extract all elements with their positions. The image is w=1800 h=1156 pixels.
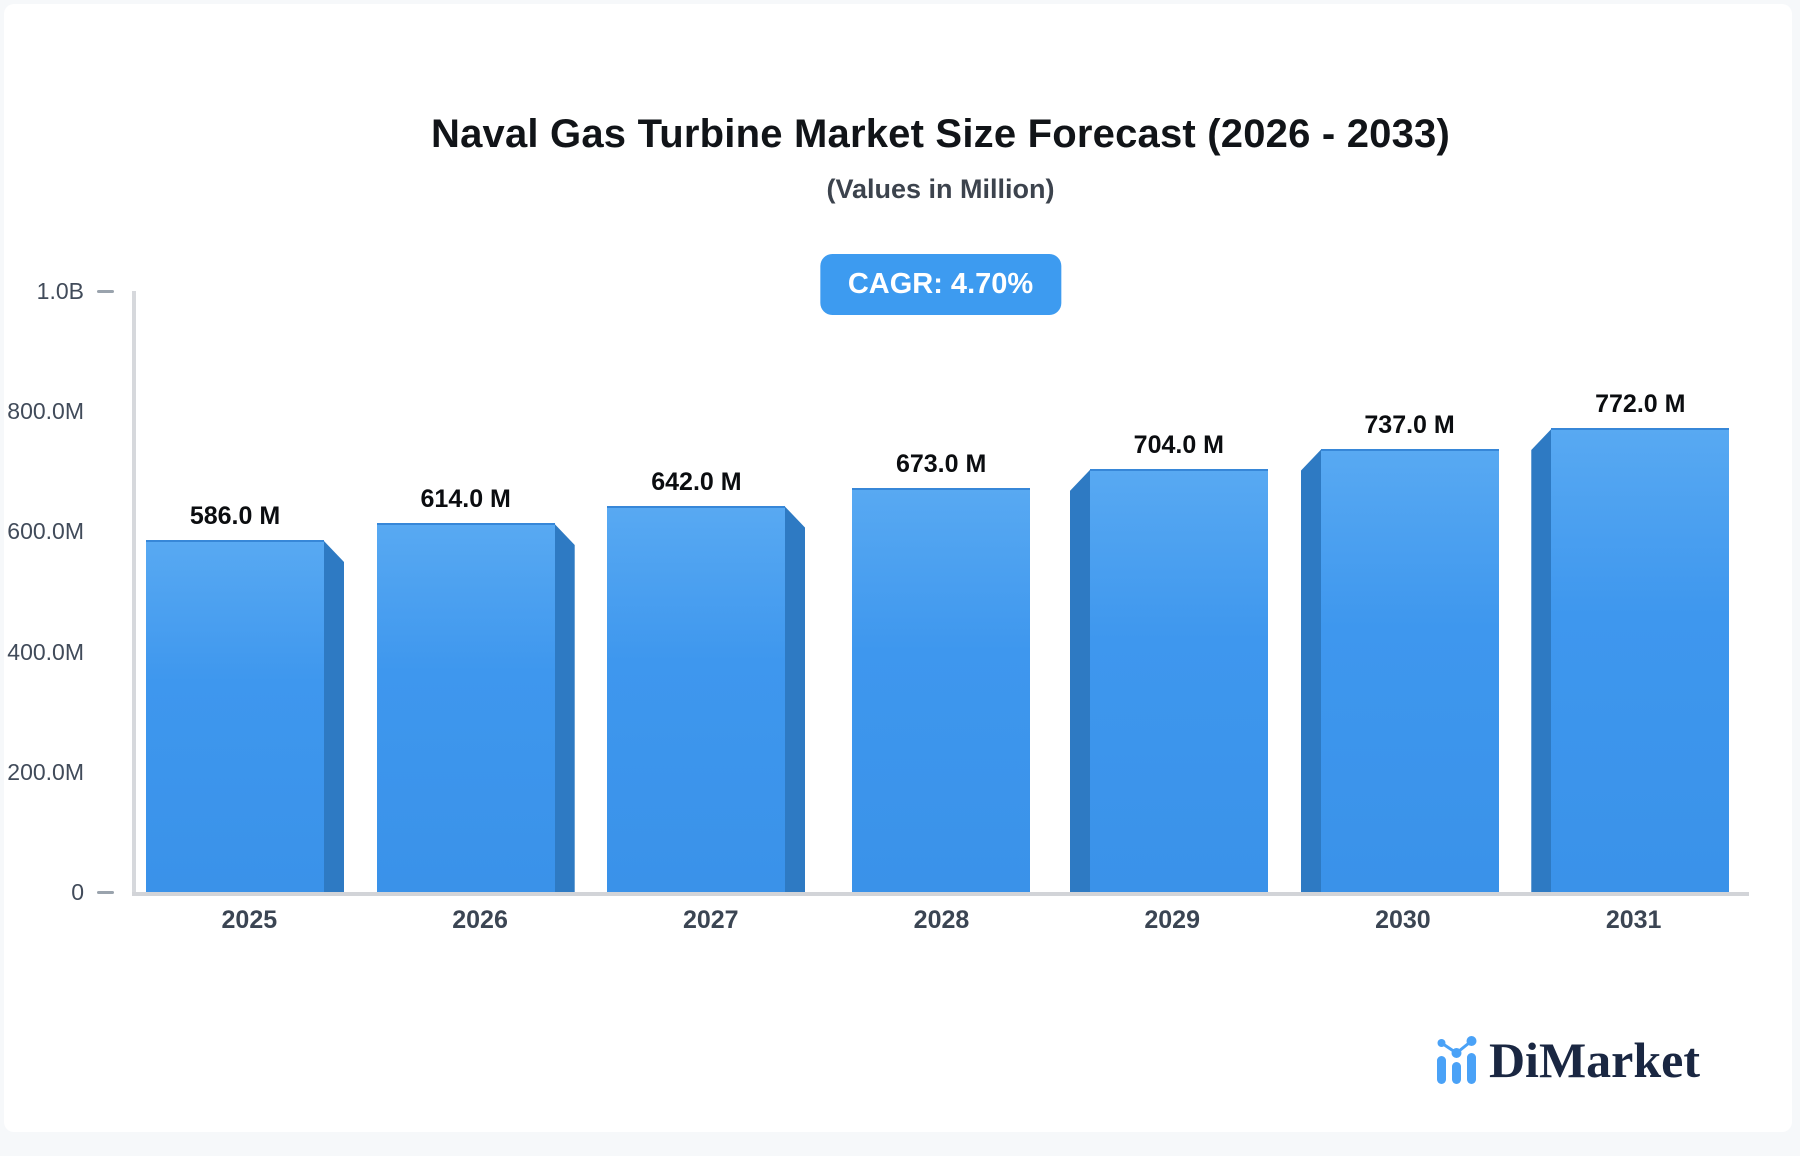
bar-2025[interactable] (146, 540, 324, 892)
y-tick-label: 1.0B (36, 278, 84, 304)
bar-value-label: 737.0 M (1364, 411, 1455, 439)
y-tick-row: 400.0M (7, 637, 114, 667)
bar-slot-2030: 737.0 M 2030 (1288, 291, 1519, 934)
bar-value-label: 614.0 M (420, 485, 511, 513)
bar-2027[interactable] (607, 506, 786, 892)
x-axis-label-2030: 2030 (1375, 906, 1431, 934)
x-axis-label-2029: 2029 (1144, 906, 1200, 934)
bar-2030[interactable] (1320, 449, 1499, 892)
y-tick-label: 0 (71, 879, 84, 905)
y-tick-row: 800.0M (7, 396, 114, 426)
x-axis-baseline (132, 892, 1749, 896)
bar-3d-side (1300, 449, 1322, 892)
bar-value-label: 673.0 M (895, 450, 987, 478)
x-axis-label-2025: 2025 (221, 906, 278, 934)
bar-slot-2027: 642.0 M 2027 (595, 291, 826, 934)
chart-subtitle: (Values in Million) (826, 174, 1055, 204)
bar-value-label: 586.0 M (189, 502, 281, 530)
chart-title: Naval Gas Turbine Market Size Forecast (… (431, 112, 1450, 156)
bar-3d-side (1531, 428, 1553, 892)
y-tick-label: 800.0M (7, 398, 84, 425)
y-tick-label: 200.0M (7, 758, 84, 785)
chart-card: Naval Gas Turbine Market Size Forecast (… (4, 4, 1792, 1132)
bar-slot-2031: 772.0 M 2031 (1518, 291, 1749, 934)
bar-slot-2029: 704.0 M 2029 (1057, 291, 1288, 934)
bar-3d-side (323, 540, 344, 892)
x-axis-label-2031: 2031 (1605, 906, 1662, 934)
bar-slot-2028: 673.0 M 2028 (826, 291, 1057, 934)
y-tick-row: 0 (71, 877, 114, 907)
cagr-badge: CAGR: 4.70% (819, 254, 1062, 315)
x-axis-label-2028: 2028 (913, 906, 970, 934)
y-tick-row: 600.0M (7, 516, 114, 546)
x-axis-label-2027: 2027 (682, 906, 739, 934)
bar-slot-2026: 614.0 M 2026 (365, 291, 596, 934)
bar-2031[interactable] (1551, 428, 1730, 892)
bar-value-label: 772.0 M (1595, 390, 1686, 418)
bar-value-label: 704.0 M (1133, 431, 1225, 459)
bar-plot-area: 586.0 M 2025 614.0 M 2026 642.0 M 2027 673.0 M… (134, 291, 1749, 934)
y-axis-line (132, 291, 136, 894)
bar-chart-logo-icon (1436, 1036, 1477, 1084)
bar-value-label: 642.0 M (651, 468, 742, 496)
dimarket-logo: DiMarket (1435, 1032, 1700, 1088)
y-tick-row: 200.0M (7, 757, 114, 787)
bar-2028[interactable] (852, 488, 1031, 892)
bar-2029[interactable] (1089, 469, 1268, 892)
bar-3d-side (784, 506, 806, 892)
bar-3d-side (553, 523, 575, 892)
bar-slot-2025: 586.0 M 2025 (134, 291, 365, 934)
x-axis-label-2026: 2026 (452, 906, 508, 934)
bar-3d-side (1069, 469, 1091, 892)
y-tick-label: 400.0M (7, 638, 84, 665)
y-tick-row: 1.0B (37, 276, 114, 306)
y-tick-dash (97, 890, 114, 894)
y-tick-dash (97, 289, 114, 293)
bar-2026[interactable] (376, 523, 555, 892)
logo-text: DiMarket (1488, 1032, 1700, 1088)
y-tick-label: 600.0M (7, 518, 84, 545)
